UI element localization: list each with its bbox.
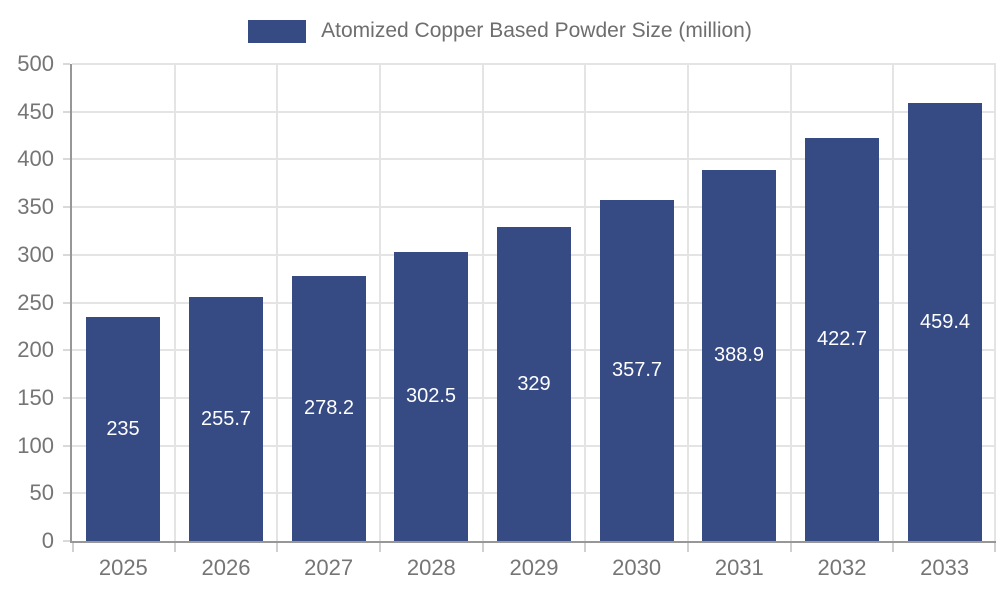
y-axis-line (70, 64, 72, 541)
bar-value-label: 459.4 (919, 310, 971, 333)
x-axis-tick (584, 543, 586, 552)
bar-value-label: 357.7 (611, 359, 663, 381)
bar-2033: 459.4 (908, 103, 982, 541)
bar-2031: 388.9 (702, 170, 776, 541)
y-axis-tick (63, 492, 70, 495)
x-tick-label: 2031 (714, 555, 764, 580)
x-gridline (379, 64, 381, 541)
y-gridline (72, 206, 996, 209)
x-axis-tick (790, 543, 792, 552)
y-gridline (72, 110, 996, 113)
x-gridline (790, 64, 792, 541)
y-tick-label: 350 (17, 194, 54, 220)
bar-2030: 357.7 (600, 200, 674, 541)
y-axis-tick (63, 253, 70, 256)
y-axis-tick (63, 540, 70, 542)
bar-value-label: 422.7 (816, 328, 868, 350)
bar-2026: 255.7 (189, 297, 263, 541)
x-gridline (174, 64, 176, 541)
bar-value-label: 255.7 (200, 407, 252, 430)
x-tick-label: 2026 (201, 555, 251, 580)
x-gridline (276, 64, 278, 541)
chart-legend: Atomized Copper Based Powder Size (milli… (0, 19, 1000, 43)
x-tick-label: 2025 (98, 555, 148, 580)
plot-area: 235 255.7 278.2 302.5 329 357.7 388.9 422.7 459.… (63, 63, 996, 552)
x-axis-tick (994, 543, 996, 552)
bar-value-label: 278.2 (303, 397, 355, 419)
y-axis-tick (63, 396, 70, 399)
y-tick-label: 500 (17, 51, 54, 76)
bar-2032: 422.7 (805, 138, 879, 541)
x-axis-tick (72, 543, 74, 552)
x-tick-label: 2029 (509, 555, 559, 580)
x-axis-tick (482, 543, 484, 552)
bar-value-label: 329 (517, 372, 551, 395)
x-gridline (584, 64, 586, 541)
y-tick-label: 0 (41, 528, 54, 553)
y-gridline (72, 63, 996, 65)
x-tick-label: 2028 (406, 555, 456, 580)
x-gridline (994, 64, 996, 541)
y-axis-tick (63, 444, 70, 447)
x-tick-label: 2032 (817, 555, 867, 580)
x-tick-label: 2033 (920, 555, 970, 580)
legend-label: Atomized Copper Based Powder Size (milli… (321, 19, 752, 42)
x-axis-tick (174, 543, 176, 552)
y-axis-tick (63, 301, 70, 304)
x-tick-label: 2027 (304, 555, 354, 580)
y-axis-tick (63, 110, 70, 113)
x-axis-line (70, 541, 996, 543)
x-axis-tick (687, 543, 689, 552)
bar-2028: 302.5 (394, 252, 468, 541)
x-gridline (892, 64, 894, 541)
y-tick-label: 150 (17, 384, 54, 410)
legend-swatch-icon (248, 19, 307, 43)
bar-value-label: 388.9 (713, 344, 765, 366)
x-axis-tick (276, 543, 278, 552)
y-axis-tick (63, 63, 70, 65)
bar-2025: 235 (86, 317, 160, 541)
y-tick-label: 50 (29, 480, 54, 506)
y-tick-label: 200 (17, 337, 54, 363)
bar-2029: 329 (497, 227, 571, 541)
y-tick-label: 250 (17, 289, 54, 315)
x-tick-label: 2030 (612, 555, 662, 580)
x-axis-tick (892, 543, 894, 552)
bar-value-label: 235 (106, 417, 140, 440)
bar-2027: 278.2 (292, 276, 366, 541)
x-gridline (482, 64, 484, 541)
y-tick-label: 450 (17, 98, 54, 124)
y-axis-tick (63, 349, 70, 352)
bar-value-label: 302.5 (405, 385, 457, 407)
y-tick-label: 100 (17, 432, 54, 458)
x-gridline (687, 64, 689, 541)
x-axis-tick (379, 543, 381, 552)
y-axis-tick (63, 206, 70, 209)
y-axis-tick (63, 158, 70, 161)
y-gridline (72, 158, 996, 161)
y-tick-label: 300 (17, 241, 54, 267)
y-tick-label: 400 (17, 146, 54, 172)
